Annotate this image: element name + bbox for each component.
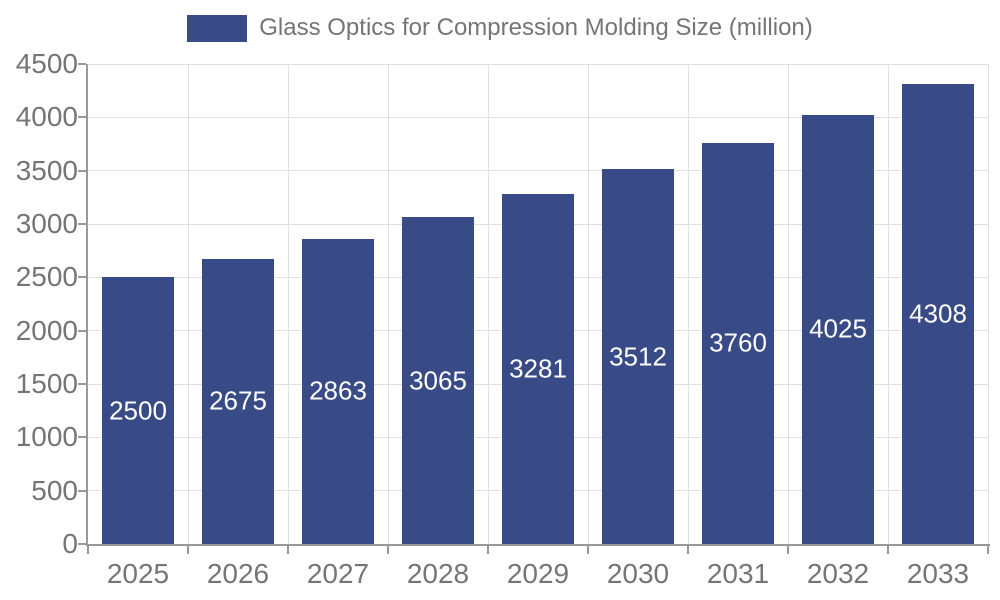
bar-2028[interactable] [402, 217, 474, 544]
x-axis-label-2033: 2033 [906, 558, 970, 589]
bar-2026[interactable] [202, 258, 274, 544]
bar-value-label-2033: 4308 [909, 298, 967, 329]
x-axis-tick-3 [387, 546, 389, 554]
bar-2029[interactable] [502, 194, 574, 544]
y-axis-label-4500: 4500 [15, 48, 78, 79]
x-axis-tick-4 [487, 546, 489, 554]
x-axis-tick-2 [287, 546, 289, 554]
y-axis-label-3500: 3500 [15, 154, 78, 186]
bar-value-label-2027: 2863 [309, 375, 367, 406]
y-axis-label-2500: 2500 [15, 261, 78, 293]
x-axis-label-2032: 2032 [806, 558, 870, 589]
x-axis-label-2030: 2030 [606, 558, 670, 589]
gridline-horizontal-3500 [88, 170, 988, 172]
y-axis-tick-2500 [78, 276, 86, 279]
bar-2025[interactable] [102, 277, 174, 544]
x-axis-label-2027: 2027 [306, 558, 370, 589]
x-axis-label-2029: 2029 [506, 558, 570, 589]
y-axis-tick-1000 [78, 436, 86, 439]
y-axis-label-1000: 1000 [15, 421, 78, 453]
x-axis-tick-6 [687, 546, 689, 554]
x-axis-label-2028: 2028 [406, 558, 470, 589]
y-axis-label-500: 500 [31, 474, 78, 506]
bar-2033[interactable] [902, 84, 974, 544]
y-axis-tick-0 [78, 543, 86, 545]
bar-2027[interactable] [302, 238, 374, 544]
y-axis-tick-4000 [78, 116, 86, 119]
x-axis-label-2031: 2031 [706, 558, 770, 589]
gridline-vertical-7 [787, 64, 789, 544]
bar-value-label-2030: 3512 [609, 341, 667, 372]
gridline-vertical-2 [287, 64, 289, 544]
bar-2031[interactable] [702, 142, 774, 544]
x-axis-tick-0 [87, 546, 89, 554]
y-axis-tick-3500 [78, 169, 86, 172]
gridline-vertical-5 [587, 64, 589, 544]
x-axis-tick-8 [887, 546, 889, 554]
gridline-vertical-4 [487, 64, 489, 544]
legend-label: Glass Optics for Compression Molding Siz… [259, 14, 813, 41]
bar-value-label-2026: 2675 [209, 385, 267, 416]
gridline-horizontal-4500 [88, 63, 988, 65]
x-axis-tick-9 [987, 546, 989, 554]
y-axis-tick-500 [78, 489, 86, 492]
x-axis-tick-1 [187, 546, 189, 554]
y-axis-tick-2000 [78, 329, 86, 332]
bar-value-label-2028: 3065 [409, 365, 467, 396]
y-axis-tick-3000 [78, 223, 86, 225]
gridline-vertical-1 [187, 64, 189, 544]
bar-value-label-2029: 3281 [509, 353, 567, 384]
y-axis-label-0: 0 [62, 528, 78, 559]
legend-item[interactable]: Glass Optics for Compression Molding Siz… [0, 14, 1000, 42]
x-axis-label-2026: 2026 [206, 558, 270, 589]
y-axis-label-1500: 1500 [15, 368, 78, 399]
bar-value-label-2032: 4025 [809, 313, 867, 344]
y-axis-label-4000: 4000 [15, 101, 78, 133]
gridline-vertical-8 [887, 64, 889, 544]
x-axis-label-2025: 2025 [106, 558, 170, 589]
x-axis-tick-5 [587, 546, 589, 554]
y-axis-tick-4500 [78, 63, 86, 65]
y-axis-tick-1500 [78, 383, 86, 385]
bar-value-label-2031: 3760 [709, 327, 767, 358]
y-axis-label-2000: 2000 [15, 314, 78, 346]
y-axis-label-3000: 3000 [15, 208, 78, 239]
gridline-vertical-3 [387, 64, 389, 544]
bar-2030[interactable] [602, 169, 674, 544]
bar-2032[interactable] [802, 114, 874, 544]
x-axis-line [86, 544, 990, 546]
x-axis-tick-7 [787, 546, 789, 554]
y-axis-line [86, 64, 88, 546]
gridline-vertical-6 [687, 64, 689, 544]
gridline-vertical-9 [987, 64, 989, 544]
bar-value-label-2025: 2500 [109, 395, 167, 426]
legend-swatch [187, 14, 248, 42]
gridline-horizontal-4000 [88, 116, 988, 118]
